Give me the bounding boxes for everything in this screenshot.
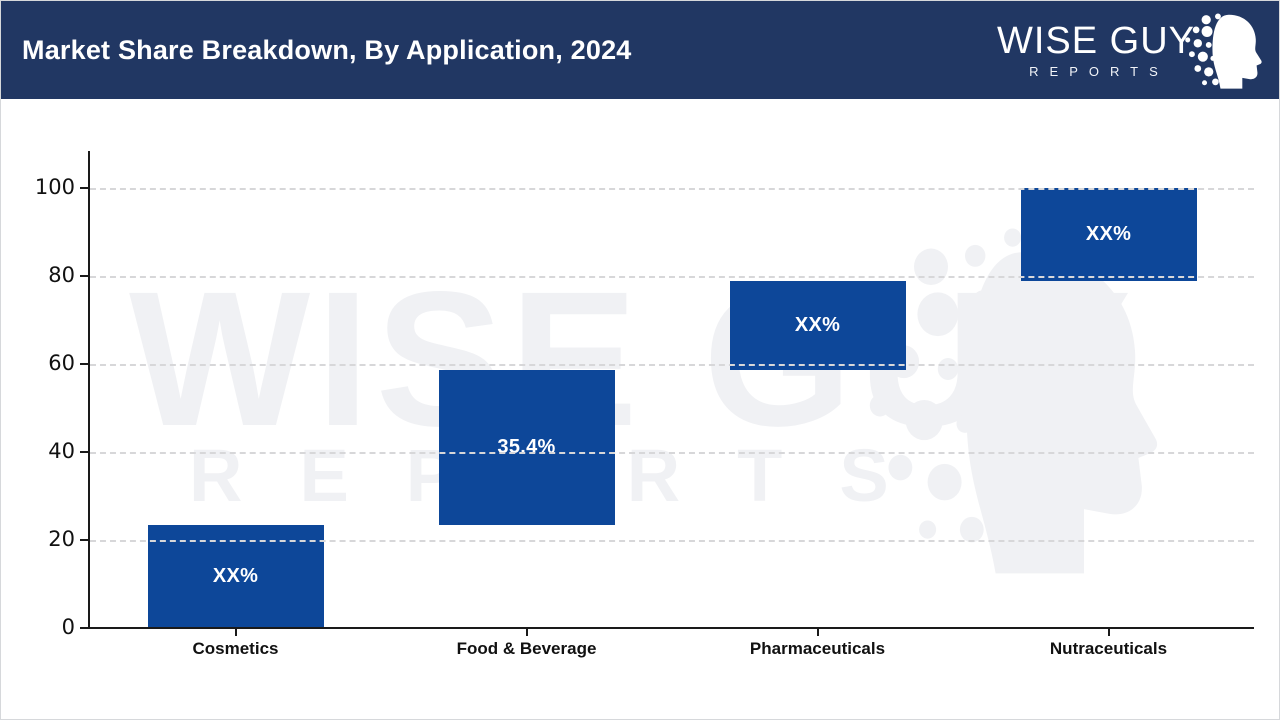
bar-segment-food-beverage: 35.4% [438,369,615,526]
y-tick-mark [80,627,88,629]
x-axis-category-label: Cosmetics [192,639,279,658]
x-tick-mark [1107,629,1110,636]
gridline-60 [90,364,1254,366]
gridline-40 [90,452,1254,454]
wiseguy-head-icon [1185,13,1262,89]
gridline-20 [90,540,1254,542]
header-bar: Market Share Breakdown, By Application, … [1,1,1279,99]
bar-value-label: 35.4% [497,436,556,459]
logo-wordmark: WISE GUY [996,19,1195,62]
logo-subtitle: REPORTS [1029,63,1169,79]
page-title: Market Share Breakdown, By Application, … [22,34,632,65]
x-axis-line [88,627,1254,629]
y-axis-tick-label: 0 [61,615,75,639]
bar-value-label: XX% [1085,222,1132,245]
bar-value-label: XX% [794,313,841,336]
y-axis-tick-label: 40 [48,439,75,463]
bar-segment-nutraceuticals: XX% [1020,188,1197,281]
y-axis-line [88,151,90,629]
y-axis-tick-label: 20 [48,527,75,551]
x-axis-category-label: Food & Beverage [456,639,597,658]
x-axis-category-label: Pharmaceuticals [749,639,886,658]
x-tick-mark [816,629,819,636]
x-axis-category-label: Nutraceuticals [1049,639,1168,658]
wise-guy-reports-logo: WISE GUY REPORTS [997,8,1279,92]
plot-area: XX% 35.4% XX% XX% [90,153,1254,628]
logo-text: WISE GUY REPORTS [997,22,1195,79]
y-axis-tick-label: 80 [48,263,75,287]
y-tick-mark [80,451,88,453]
bar-segment-pharmaceuticals: XX% [729,280,906,370]
x-tick-mark [234,629,237,636]
gridline-80 [90,276,1254,278]
y-tick-mark [80,539,88,541]
y-axis-tick-label: 100 [34,175,75,199]
y-tick-mark [80,275,88,277]
y-tick-mark [80,187,88,189]
gridline-100 [90,188,1254,190]
y-tick-mark [80,363,88,365]
y-axis-tick-label: 60 [48,351,75,375]
bar-value-label: XX% [212,565,259,588]
x-tick-mark [525,629,528,636]
bar-segment-cosmetics: XX% [147,525,324,628]
